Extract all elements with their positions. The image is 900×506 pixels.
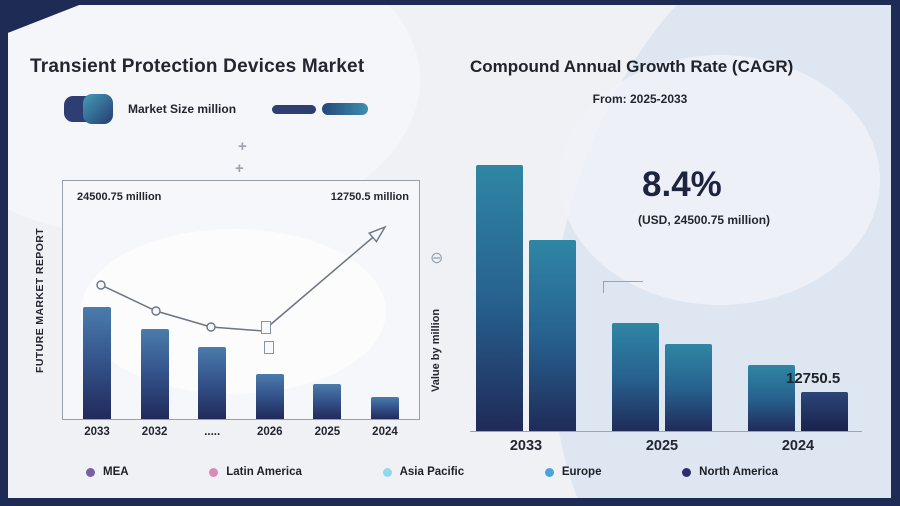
market-size-chart: 24500.75 million 12750.5 million 2033 203… xyxy=(62,180,420,438)
bar-column-2032: 2032 xyxy=(135,329,175,438)
frame-corner-triangle xyxy=(0,0,92,36)
value-label-12750: 12750.5 xyxy=(786,370,841,387)
cagr-x-tick-label: 2025 xyxy=(645,438,679,454)
cagr-note: (USD, 24500.75 million) xyxy=(638,213,771,227)
frame-bottom xyxy=(0,498,900,506)
x-tick-label: 2025 xyxy=(314,426,341,438)
cagr-period: From: 2025-2033 xyxy=(592,92,688,106)
legend-dot xyxy=(86,467,95,477)
left-chart-title: Transient Protection Devices Market xyxy=(30,56,365,77)
cagr-x-tick-label: 2024 xyxy=(781,438,815,454)
background-highlight xyxy=(560,55,880,305)
step-decoration xyxy=(603,281,643,293)
bar-column-2033: 2033 xyxy=(77,307,117,438)
legend-dot xyxy=(544,467,554,477)
cagr-chart: 2033 2025 2024 xyxy=(476,160,848,454)
legend-item-mea: MEA xyxy=(86,466,129,478)
x-tick-label: 2032 xyxy=(141,426,168,438)
legend-dot xyxy=(682,467,692,477)
cagr-bar-group-2024: 2024 xyxy=(748,365,848,454)
bar-column-2026: 2026 xyxy=(250,374,290,438)
x-axis-line xyxy=(470,431,862,432)
square-decoration xyxy=(261,321,271,334)
plus-icon: + xyxy=(238,138,247,155)
value-label-2024: 12750.5 million xyxy=(330,191,409,203)
cagr-bar-group-2025: 2025 xyxy=(612,323,712,454)
market-size-bar-2024 xyxy=(370,397,399,419)
cagr-bar-2033-series-2 xyxy=(529,240,576,432)
cagr-bar-group-2033: 2033 xyxy=(476,165,576,454)
market-size-legend: Market Size million xyxy=(64,94,236,124)
legend-item-latin-america: Latin America xyxy=(209,466,302,478)
region-legend: MEA Latin America Asia Pacific Europe North … xyxy=(86,466,778,478)
frame-left xyxy=(0,0,8,506)
plus-icon: + xyxy=(235,160,244,177)
market-size-bar-2025 xyxy=(313,384,342,419)
market-size-bar-2026 xyxy=(255,374,284,419)
cagr-bar-2024-series-2 xyxy=(801,392,848,432)
x-tick-label: 2024 xyxy=(372,426,398,438)
cagr-bar-2024-series-1 xyxy=(748,365,795,432)
x-tick-label: 2033 xyxy=(84,426,110,438)
x-tick-label: ..... xyxy=(204,426,221,438)
decor-pill-teal xyxy=(322,103,368,115)
icon-shape-teal xyxy=(83,94,113,124)
cagr-x-tick-label: 2033 xyxy=(509,438,543,454)
chart-background-blob xyxy=(81,229,386,394)
legend-item-europe: Europe xyxy=(544,466,602,478)
circle-minus-icon: ⊖ xyxy=(430,250,444,267)
bar-column-2025: 2025 xyxy=(307,384,347,438)
bar-column-2024: 2024 xyxy=(365,397,405,438)
cagr-bar-2025-series-2 xyxy=(665,344,712,432)
market-size-label: Market Size million xyxy=(128,102,237,116)
decor-pill-navy xyxy=(272,105,316,114)
square-decoration xyxy=(264,341,274,354)
frame-right xyxy=(891,0,900,506)
legend-label: North America xyxy=(699,466,778,478)
market-size-bar-..... xyxy=(198,347,227,419)
trend-line-arrow xyxy=(96,225,387,332)
legend-label: Asia Pacific xyxy=(399,466,465,478)
market-size-bar-2033 xyxy=(83,307,111,419)
left-y-axis-label: FUTURE MARKET REPORT xyxy=(34,227,46,374)
market-size-bars: 2033 2032..... 2026 2025 2024 xyxy=(77,307,405,438)
cagr-bar-2025-series-1 xyxy=(612,323,659,432)
value-label-2033: 24500.75 million xyxy=(77,191,162,203)
market-size-icon xyxy=(64,94,114,124)
frame-top xyxy=(0,0,900,5)
cagr-value: 8.4% xyxy=(642,165,722,204)
cagr-title: Compound Annual Growth Rate (CAGR) xyxy=(470,57,794,76)
legend-label: MEA xyxy=(103,466,129,478)
right-y-axis-label: Value by million xyxy=(430,308,442,392)
x-tick-label: 2026 xyxy=(256,426,283,438)
legend-dot xyxy=(382,467,392,477)
legend-label: Europe xyxy=(561,466,602,478)
legend-item-asia-pacific: Asia Pacific xyxy=(382,466,465,478)
bar-column-.....: ..... xyxy=(192,347,232,438)
legend-item-north-america: North America xyxy=(682,466,778,478)
legend-dot xyxy=(209,467,219,477)
legend-label: Latin America xyxy=(226,466,302,478)
cagr-bar-2033-series-1 xyxy=(476,165,523,432)
market-size-bar-2032 xyxy=(140,329,169,419)
